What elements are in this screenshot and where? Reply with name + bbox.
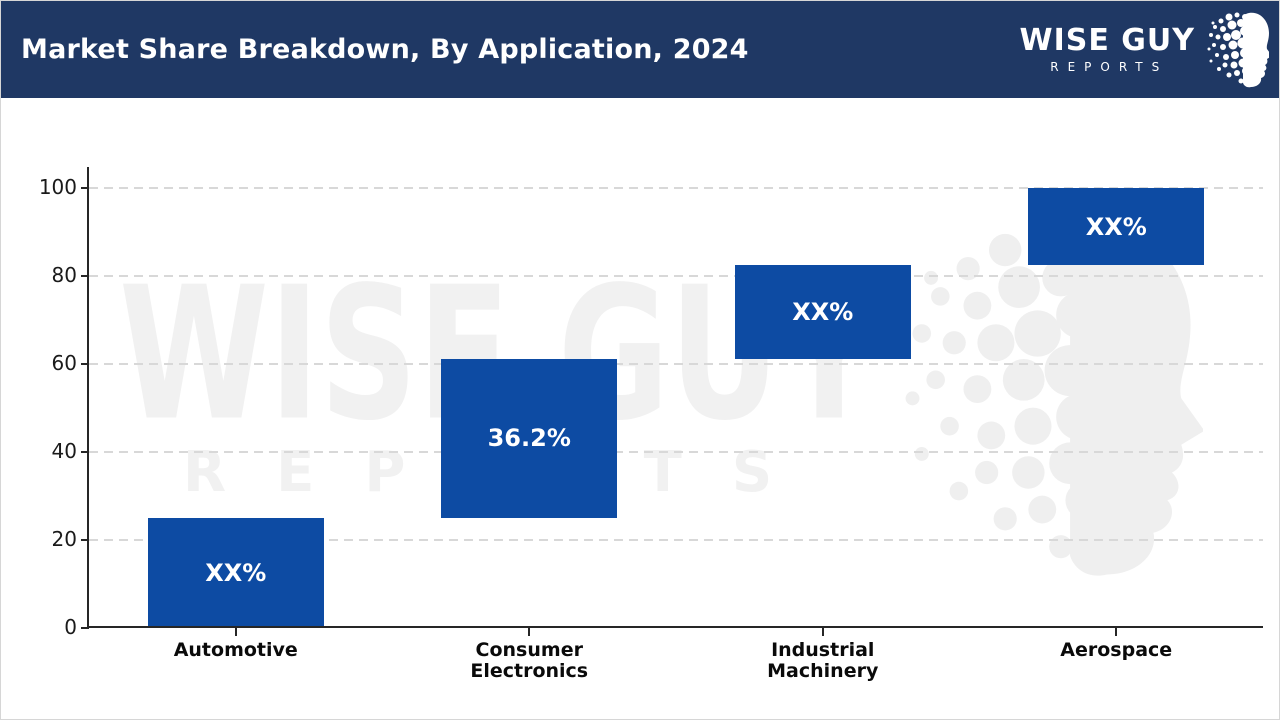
y-tick-mark	[81, 275, 89, 277]
y-tick-label: 0	[64, 615, 77, 639]
y-axis	[87, 167, 89, 628]
x-category-label: Consumer Electronics	[470, 639, 589, 682]
y-tick-mark	[81, 627, 89, 629]
x-tick-mark	[821, 628, 824, 636]
bar: XX%	[147, 518, 324, 628]
wiseguy-logo: WISE GUY REPORTS	[1019, 9, 1269, 91]
gridline	[89, 363, 1263, 365]
x-category-label: Aerospace	[1060, 639, 1173, 661]
bar: XX%	[1028, 188, 1205, 266]
logo-line2: REPORTS	[1050, 59, 1169, 74]
bar: XX%	[734, 265, 911, 359]
logo-wordmark: WISE GUY REPORTS	[1019, 22, 1195, 74]
x-tick-mark	[528, 628, 531, 636]
gridline	[89, 187, 1263, 189]
x-tick-mark	[234, 628, 237, 636]
y-tick-label: 60	[51, 351, 77, 375]
bar-value-label: 36.2%	[487, 424, 571, 453]
bar: 36.2%	[441, 358, 618, 518]
bar-value-label: XX%	[792, 298, 854, 327]
gridline	[89, 451, 1263, 453]
y-tick-mark	[81, 363, 89, 365]
chart-title: Market Share Breakdown, By Application, …	[21, 34, 749, 65]
bar-value-label: XX%	[205, 559, 267, 587]
gridline	[89, 539, 1263, 541]
y-tick-mark	[81, 187, 89, 189]
x-tick-mark	[1115, 628, 1118, 636]
y-tick-label: 20	[51, 527, 77, 551]
y-tick-mark	[81, 539, 89, 541]
x-category-label: Automotive	[173, 639, 298, 661]
gridline	[89, 275, 1263, 277]
logo-line1: WISE GUY	[1019, 22, 1195, 58]
bar-value-label: XX%	[1085, 212, 1147, 241]
y-tick-label: 80	[51, 263, 77, 287]
y-tick-mark	[81, 451, 89, 453]
wiseguy-face-icon	[1207, 12, 1269, 87]
y-tick-label: 40	[51, 439, 77, 463]
header: Market Share Breakdown, By Application, …	[1, 1, 1279, 98]
y-tick-label: 100	[38, 175, 77, 199]
x-axis	[87, 626, 1263, 628]
x-category-label: Industrial Machinery	[767, 639, 879, 682]
